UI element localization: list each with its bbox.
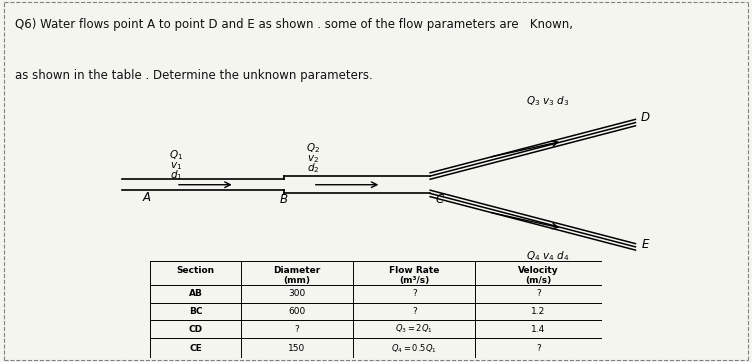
Text: Q6) Water flows point A to point D and E as shown . some of the flow parameters : Q6) Water flows point A to point D and E… [15, 18, 573, 31]
Text: C: C [436, 193, 444, 206]
Text: D: D [641, 111, 650, 125]
Text: $Q_2$: $Q_2$ [306, 141, 320, 155]
Text: $v_1$: $v_1$ [170, 161, 182, 172]
Text: $Q_1$: $Q_1$ [169, 149, 183, 163]
Text: Section: Section [177, 266, 214, 275]
Text: $Q_4\ v_4\ d_4$: $Q_4\ v_4\ d_4$ [526, 249, 569, 263]
Text: ?: ? [412, 307, 417, 316]
Text: Flow Rate: Flow Rate [390, 266, 439, 275]
Text: BC: BC [189, 307, 202, 316]
Text: as shown in the table . Determine the unknown parameters.: as shown in the table . Determine the un… [15, 68, 373, 81]
Text: (m³/s): (m³/s) [399, 276, 429, 285]
Text: 600: 600 [289, 307, 305, 316]
Text: $v_2$: $v_2$ [307, 153, 319, 165]
Text: $Q_3\ v_3\ d_3$: $Q_3\ v_3\ d_3$ [526, 94, 569, 108]
Text: CE: CE [190, 344, 202, 353]
Text: ?: ? [295, 325, 299, 333]
Text: Diameter: Diameter [274, 266, 320, 275]
Text: (mm): (mm) [284, 276, 311, 285]
Text: ?: ? [536, 289, 541, 298]
Text: 1.4: 1.4 [532, 325, 545, 333]
Text: CD: CD [189, 325, 202, 333]
Text: A: A [143, 191, 150, 204]
Text: AB: AB [189, 289, 202, 298]
Text: 150: 150 [289, 344, 305, 353]
Text: $Q_3 = 2Q_1$: $Q_3 = 2Q_1$ [396, 323, 433, 335]
Text: ?: ? [412, 289, 417, 298]
Text: Velocity: Velocity [518, 266, 559, 275]
Text: $d_2$: $d_2$ [307, 161, 319, 175]
Text: E: E [641, 238, 649, 251]
Text: ?: ? [536, 344, 541, 353]
Text: 1.2: 1.2 [532, 307, 545, 316]
Text: $Q_4 = 0.5Q_1$: $Q_4 = 0.5Q_1$ [391, 342, 438, 355]
Text: (m/s): (m/s) [526, 276, 551, 285]
Text: 300: 300 [289, 289, 305, 298]
Text: $d_1$: $d_1$ [170, 168, 182, 182]
Text: B: B [280, 193, 287, 206]
